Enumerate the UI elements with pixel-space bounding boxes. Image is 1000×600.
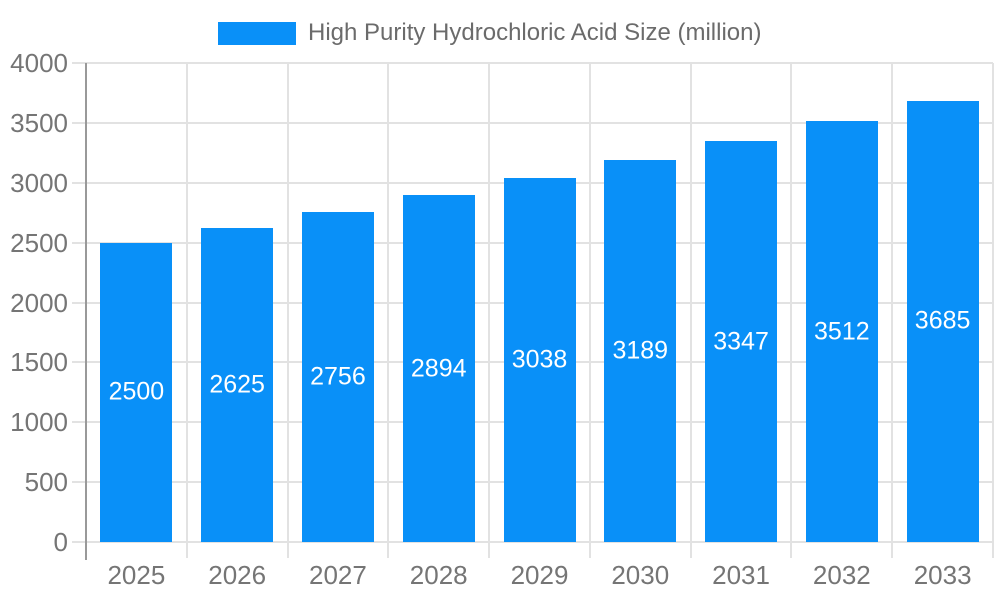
legend-label: High Purity Hydrochloric Acid Size (mill…: [308, 19, 762, 46]
gridline-v: [588, 63, 591, 542]
bar-value-label: 3347: [713, 327, 769, 356]
x-tick-label: 2025: [107, 560, 166, 590]
x-tick-label: 2030: [611, 560, 670, 590]
bar-2033[interactable]: [906, 100, 979, 542]
legend[interactable]: High Purity Hydrochloric Acid Size (mill…: [218, 19, 762, 46]
bar-value-label: 2625: [209, 370, 265, 399]
gridline-h: [72, 541, 993, 543]
x-tick-label: 2026: [208, 560, 267, 590]
y-tick-label: 2500: [10, 227, 68, 258]
bar-2031[interactable]: [705, 141, 778, 542]
bar-2028[interactable]: [402, 195, 475, 542]
y-tick-label: 4000: [10, 48, 68, 78]
bar-2025[interactable]: [100, 242, 173, 542]
bar-value-label: 2894: [410, 354, 467, 383]
bar-value-label: 3512: [814, 317, 870, 346]
y-tick-label: 3500: [10, 107, 68, 138]
gridline-v: [790, 63, 793, 542]
x-tick: [185, 542, 188, 558]
x-tick: [891, 542, 894, 558]
x-tick-label: 2027: [309, 560, 367, 590]
y-tick-label: 2000: [10, 287, 68, 318]
gridline-h: [72, 121, 993, 124]
bar-value-label: 3038: [511, 345, 568, 374]
x-tick-label: 2028: [409, 560, 468, 590]
y-tick-label: 3000: [10, 167, 68, 198]
x-tick-label: 2029: [510, 560, 569, 590]
bar-value-label: 2756: [310, 362, 366, 391]
bar-2030[interactable]: [604, 160, 677, 542]
bar-value-label: 3189: [612, 336, 669, 365]
x-tick-label: 2031: [712, 560, 770, 590]
gridline-v: [286, 63, 289, 542]
x-tick: [588, 542, 591, 558]
x-tick: [790, 542, 793, 558]
bar-2027[interactable]: [301, 211, 374, 542]
bar-value-label: 3685: [914, 306, 971, 335]
x-tick: [488, 542, 491, 558]
gridline-v: [689, 63, 692, 542]
gridline-v: [992, 63, 994, 542]
gridline-v: [185, 63, 188, 542]
bar-value-label: 2500: [108, 377, 165, 406]
x-tick: [689, 542, 692, 558]
legend-swatch[interactable]: [218, 21, 296, 45]
y-tick-label: 1500: [10, 347, 68, 378]
x-tick: [992, 542, 994, 558]
x-tick-label: 2033: [913, 560, 972, 590]
gridline-v: [387, 63, 390, 542]
bar-2032[interactable]: [805, 121, 878, 542]
gridline-h: [72, 62, 993, 64]
bar-2026[interactable]: [201, 227, 274, 542]
y-tick-label: 500: [24, 467, 68, 498]
x-tick: [286, 542, 289, 558]
gridline-v: [891, 63, 894, 542]
y-axis-line: [85, 63, 87, 560]
bar-2029[interactable]: [503, 178, 576, 542]
y-tick-label: 1000: [10, 407, 68, 438]
x-tick-label: 2032: [812, 560, 871, 590]
x-tick: [387, 542, 390, 558]
y-tick-label: 0: [53, 527, 68, 557]
gridline-v: [488, 63, 491, 542]
